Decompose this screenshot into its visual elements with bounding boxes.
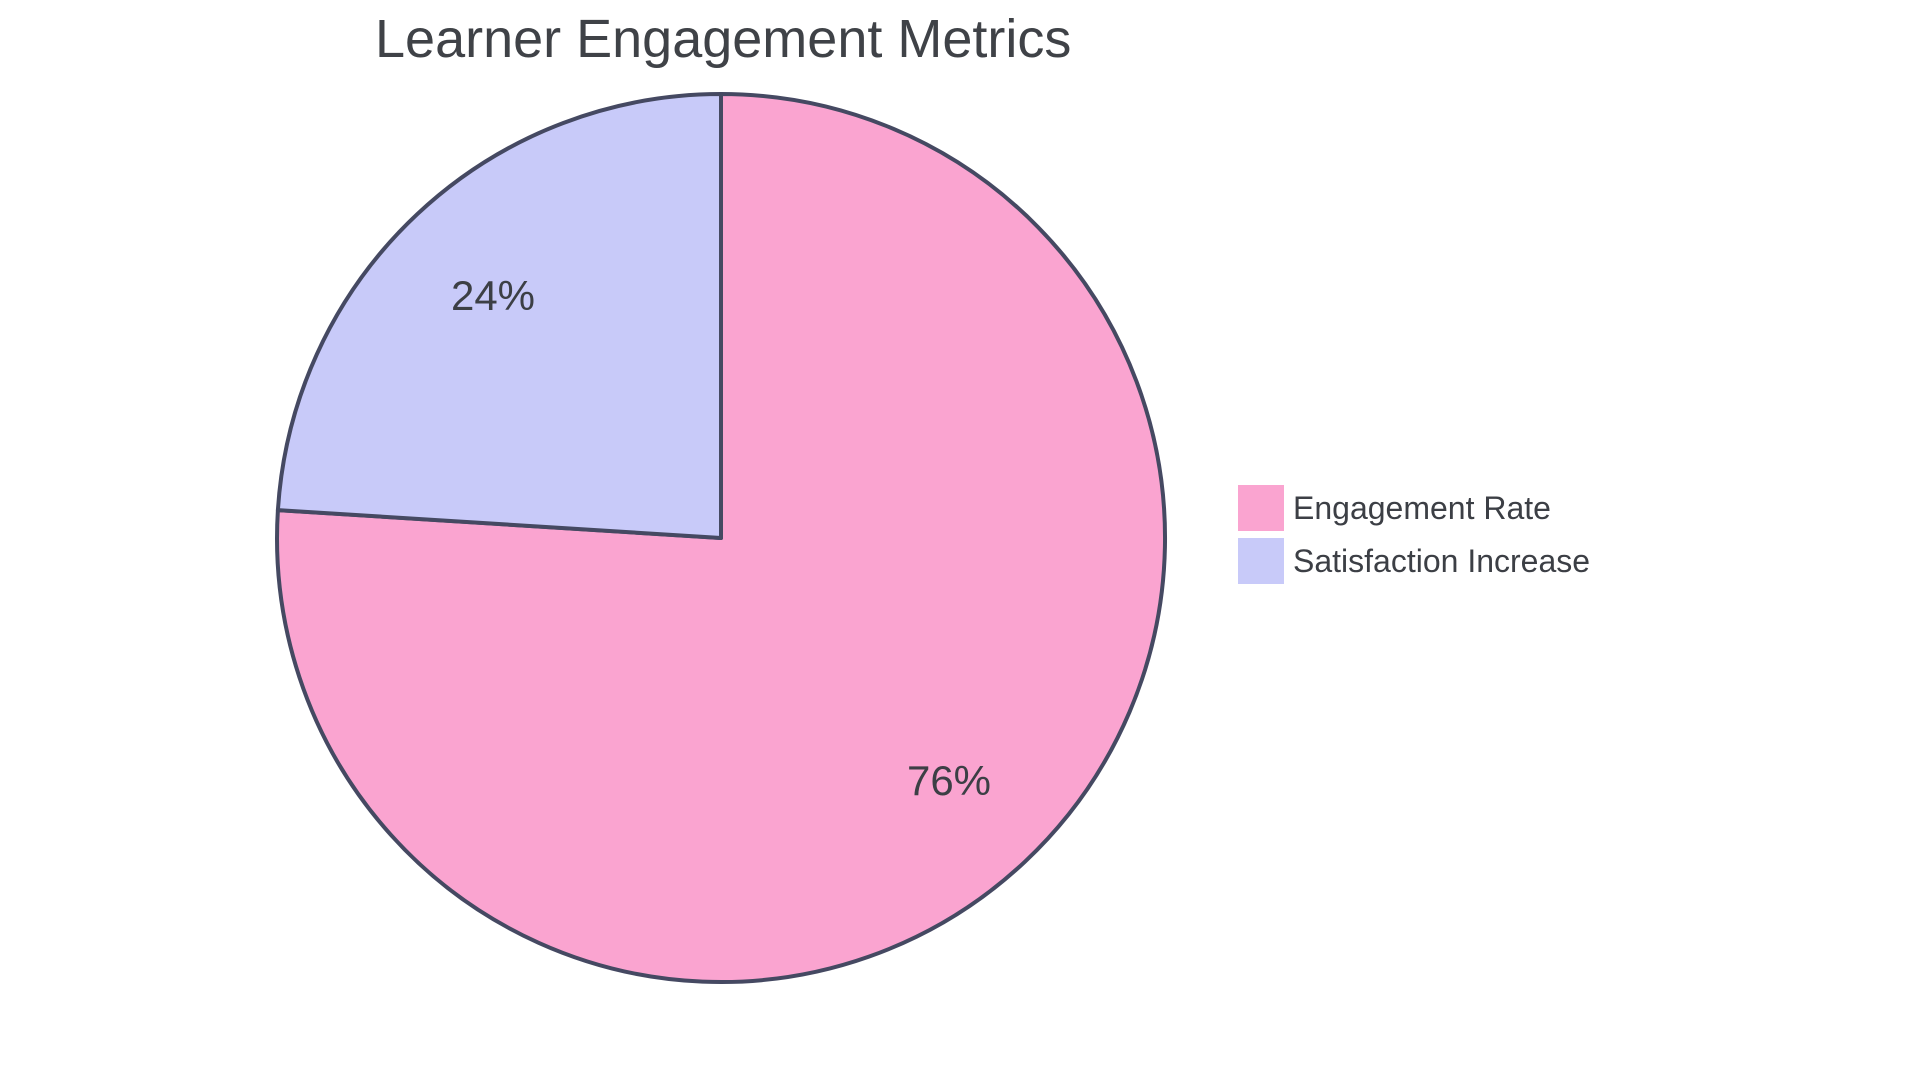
pie-slices-group: [275, 92, 1168, 984]
legend-item-engagement-rate[interactable]: Engagement Rate: [1238, 485, 1590, 531]
legend: Engagement Rate Satisfaction Increase: [1238, 485, 1590, 591]
chart-title: Learner Engagement Metrics: [375, 9, 1072, 69]
legend-label-engagement-rate: Engagement Rate: [1293, 489, 1551, 526]
pie-labels-group: 76% 24%: [451, 272, 991, 804]
pie-slice-satisfaction-increase[interactable]: [275, 92, 723, 540]
legend-label-satisfaction-increase: Satisfaction Increase: [1293, 542, 1591, 579]
slice-pct-label-engagement-rate: 76%: [907, 757, 991, 804]
legend-swatch-satisfaction-increase: [1238, 538, 1284, 584]
legend-swatch-engagement-rate: [1238, 485, 1284, 531]
legend-item-satisfaction-increase[interactable]: Satisfaction Increase: [1238, 538, 1590, 584]
slice-pct-label-satisfaction-increase: 24%: [451, 272, 535, 319]
